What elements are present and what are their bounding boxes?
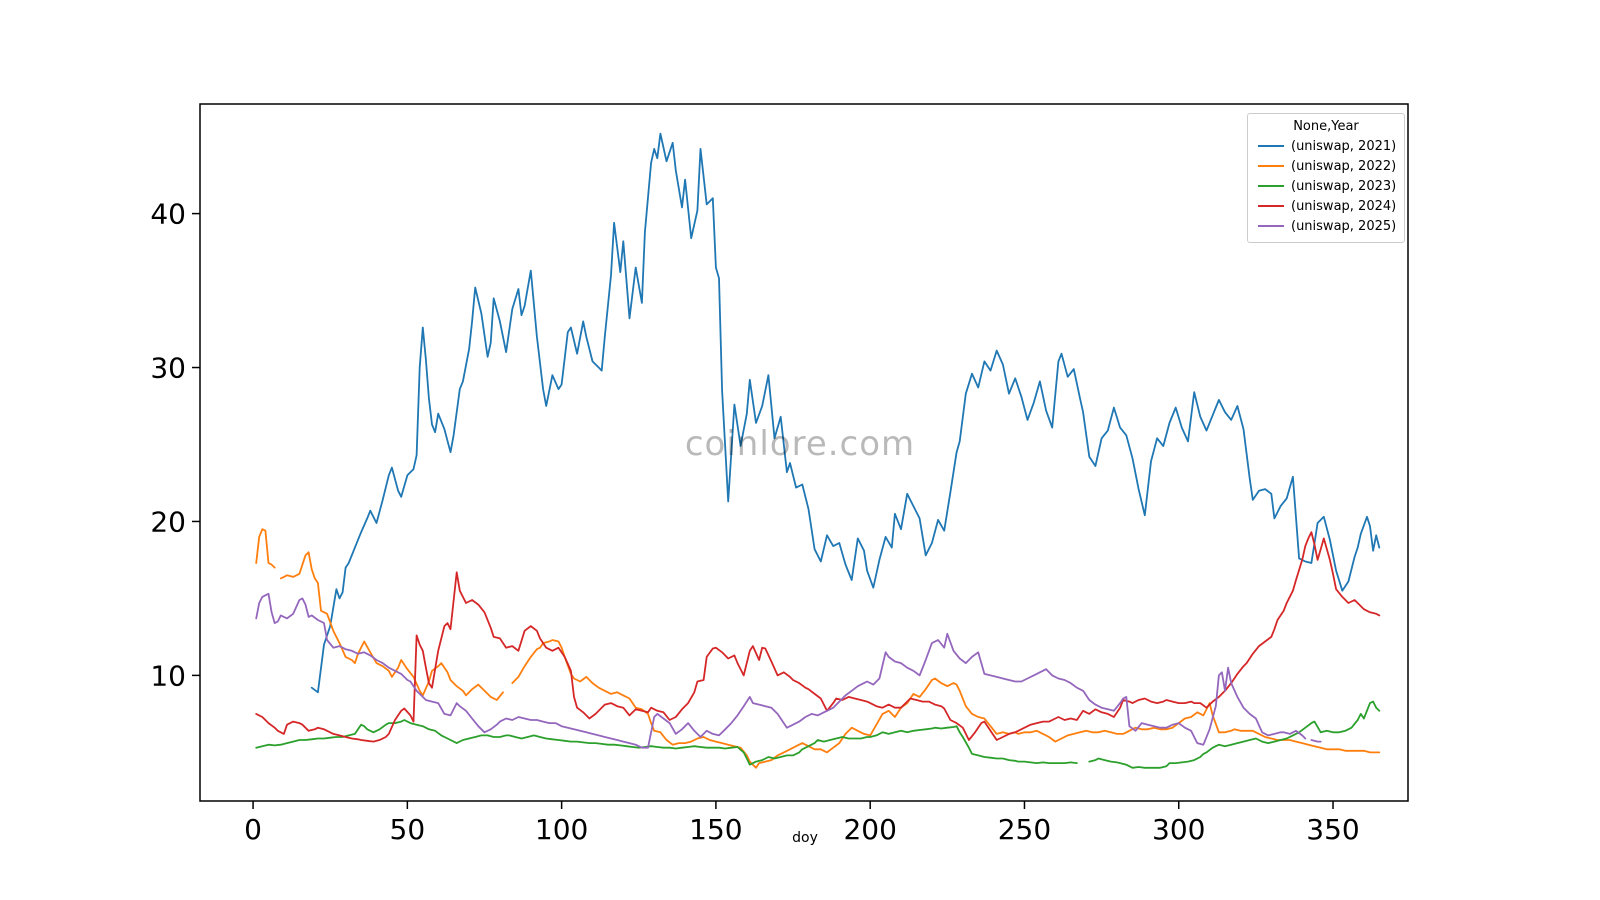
plot-border (199, 103, 1409, 802)
series-line-uniswap2025 (255, 592, 1322, 749)
y-tick-label: 30 (150, 352, 186, 385)
x-tick-label: 0 (244, 813, 262, 846)
legend-line-sample (1258, 185, 1284, 187)
x-tick-label: 350 (1306, 813, 1359, 846)
x-tick-label: 250 (998, 813, 1051, 846)
x-tick-label: 50 (390, 813, 426, 846)
legend-label: (uniswap, 2024) (1291, 198, 1397, 214)
x-tick-label: 300 (1152, 813, 1205, 846)
series-line-uniswap2024 (255, 531, 1381, 743)
series-lines (255, 132, 1381, 769)
legend-label: (uniswap, 2022) (1291, 158, 1397, 174)
series-line-uniswap2023 (255, 700, 1381, 769)
legend-entry: (uniswap, 2024) (1254, 196, 1398, 216)
legend-entries: (uniswap, 2021) (uniswap, 2022) (uniswap, … (1254, 136, 1398, 236)
legend-label: (uniswap, 2021) (1291, 138, 1397, 154)
series-line-uniswap2022 (255, 528, 1381, 769)
y-tick-label: 10 (150, 659, 186, 692)
legend-label: (uniswap, 2025) (1291, 218, 1397, 234)
x-tick-label: 200 (843, 813, 896, 846)
legend-entry: (uniswap, 2023) (1254, 176, 1398, 196)
legend-entry: (uniswap, 2021) (1254, 136, 1398, 156)
x-axis-label: doy (792, 830, 818, 846)
legend-title: None,Year (1293, 119, 1359, 134)
legend-entry: (uniswap, 2025) (1254, 216, 1398, 236)
legend: None,Year (uniswap, 2021) (uniswap, 2022)… (1247, 113, 1405, 243)
legend-label: (uniswap, 2023) (1291, 178, 1397, 194)
plot-spines (199, 103, 1409, 802)
y-tick-label: 20 (150, 505, 186, 538)
legend-line-sample (1258, 205, 1284, 207)
x-tick-label: 150 (689, 813, 742, 846)
y-tick-label: 40 (150, 198, 186, 231)
axis-ticks: 0 50 100 150 200 250 300 350 10 20 30 40 (150, 198, 1359, 846)
watermark: coinlore.com (684, 424, 916, 464)
legend-line-sample (1258, 165, 1284, 167)
legend-line-sample (1258, 225, 1284, 227)
legend-entry: (uniswap, 2022) (1254, 156, 1398, 176)
legend-line-sample (1258, 145, 1284, 147)
x-tick-label: 100 (535, 813, 588, 846)
series-line-uniswap2021 (310, 132, 1381, 694)
